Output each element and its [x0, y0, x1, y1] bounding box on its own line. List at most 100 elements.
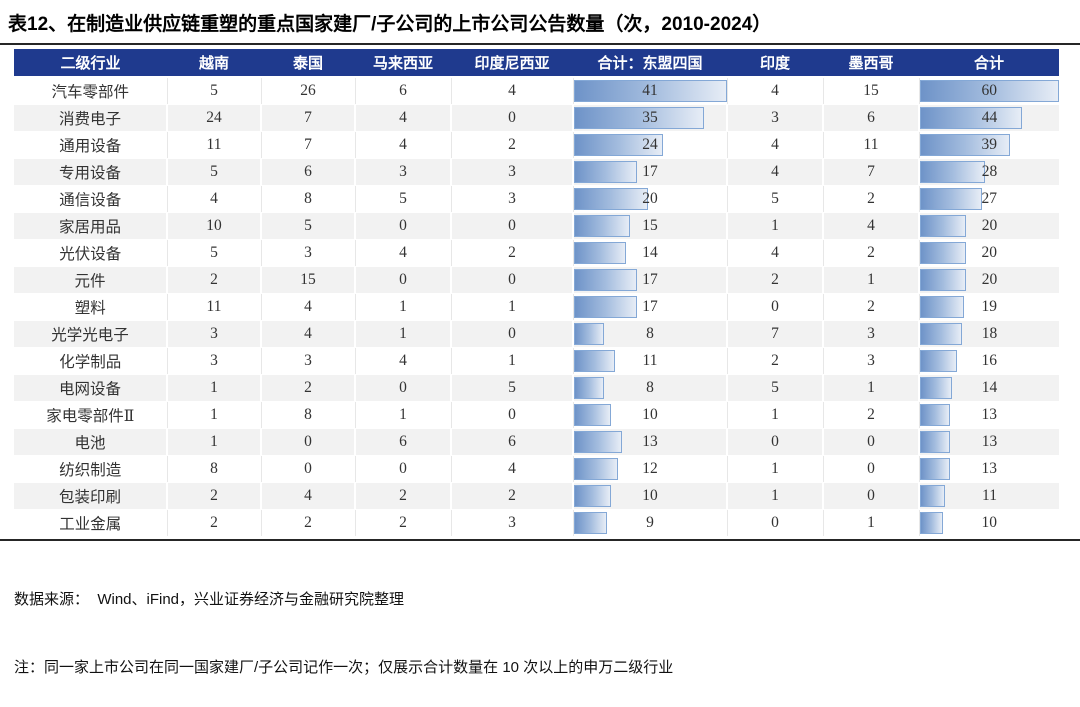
table-row: 电网设备 1 2 0 5 8 5 1 14 — [14, 374, 1059, 402]
bar-value-label: 35 — [642, 108, 658, 126]
value-cell: 0 — [355, 266, 452, 294]
page-title: 表12、在制造业供应链重塑的重点国家建厂/子公司的上市公司公告数量（次，2010… — [8, 14, 772, 35]
total-bar — [574, 322, 604, 345]
table-row: 化学制品 3 3 4 1 11 2 3 16 — [14, 347, 1059, 375]
total-bar-cell: 44 — [919, 104, 1059, 132]
value-cell: 3 — [355, 158, 452, 186]
value-cell: 1 — [823, 266, 920, 294]
total-bar — [919, 241, 966, 264]
value-cell: 4 — [355, 131, 452, 159]
bar-value-label: 13 — [981, 405, 998, 423]
value-cell: 10 — [167, 212, 262, 240]
industry-cell: 光学光电子 — [14, 320, 168, 348]
bar-value-label: 10 — [642, 486, 658, 504]
total-bar-cell: 17 — [573, 158, 728, 186]
total-bar — [920, 106, 1022, 129]
bar-value-label: 11 — [982, 486, 997, 504]
value-cell: 5 — [727, 185, 824, 213]
value-cell: 4 — [727, 239, 824, 267]
total-bar-cell: 14 — [573, 239, 728, 267]
title-rule — [0, 43, 1080, 45]
total-bar — [573, 349, 615, 372]
total-bar-cell: 13 — [919, 401, 1059, 429]
value-cell: 0 — [727, 293, 824, 321]
total-bar-cell: 24 — [573, 131, 728, 159]
bar-value-label: 60 — [981, 81, 998, 99]
industry-cell: 专用设备 — [14, 158, 168, 186]
value-cell: 0 — [823, 482, 920, 510]
value-cell: 1 — [355, 401, 452, 429]
total-bar-cell: 17 — [573, 266, 728, 294]
value-cell: 1 — [167, 401, 262, 429]
total-bar-cell: 10 — [573, 401, 728, 429]
total-bar — [919, 457, 950, 480]
value-cell: 5 — [355, 185, 452, 213]
total-bar-cell: 13 — [919, 455, 1059, 483]
value-cell: 2 — [167, 266, 262, 294]
table-row: 光伏设备 5 3 4 2 14 4 2 20 — [14, 239, 1059, 267]
total-bar-cell: 10 — [573, 482, 728, 510]
value-cell: 0 — [451, 212, 574, 240]
value-cell: 0 — [355, 374, 452, 402]
total-bar-cell: 8 — [573, 374, 728, 402]
table-body: 汽车零部件 5 26 6 4 41 4 15 60 消费电子 24 7 4 0 35 3 6 44 通用设备 11 7 4… — [14, 77, 1059, 537]
total-bar-cell: 15 — [573, 212, 728, 240]
total-bar — [919, 295, 964, 318]
value-cell: 1 — [727, 482, 824, 510]
value-cell: 1 — [451, 347, 574, 375]
total-bar — [920, 214, 967, 237]
table-row: 通信设备 4 8 5 3 20 5 2 27 — [14, 185, 1059, 213]
value-cell: 4 — [727, 131, 824, 159]
total-bar-cell: 11 — [919, 482, 1059, 510]
total-bar — [574, 106, 704, 129]
value-cell: 1 — [727, 212, 824, 240]
announcements-table: 二级行业 越南 泰国 马来西亚 印度尼西亚 合计：东盟四国 印度 墨西哥 合计 汽车零部件 5 26… — [14, 49, 1059, 537]
header-cell-6: 印度 — [727, 49, 823, 78]
value-cell: 3 — [167, 347, 262, 375]
table-row: 汽车零部件 5 26 6 4 41 4 15 60 — [14, 77, 1059, 105]
value-cell: 2 — [167, 482, 262, 510]
value-cell: 4 — [261, 320, 356, 348]
value-cell: 4 — [727, 77, 824, 105]
industry-cell: 工业金属 — [14, 509, 168, 537]
value-cell: 2 — [451, 131, 574, 159]
industry-cell: 元件 — [14, 266, 168, 294]
value-cell: 11 — [167, 293, 262, 321]
header-cell-1: 越南 — [167, 49, 261, 78]
value-cell: 0 — [451, 266, 574, 294]
value-cell: 24 — [167, 104, 262, 132]
table-footer: 数据来源： Wind、iFind，兴业证券经济与金融研究院整理 注：同一家上市公… — [14, 554, 1080, 707]
table-row: 电池 1 0 6 6 13 0 0 13 — [14, 428, 1059, 456]
total-bar — [920, 322, 962, 345]
bar-value-label: 20 — [981, 216, 998, 234]
value-cell: 11 — [823, 131, 920, 159]
total-bar-cell: 13 — [573, 428, 728, 456]
bar-value-label: 44 — [981, 108, 998, 126]
value-cell: 1 — [355, 320, 452, 348]
bar-value-label: 15 — [642, 216, 658, 234]
value-cell: 2 — [823, 239, 920, 267]
total-bar — [919, 403, 950, 426]
value-cell: 2 — [823, 401, 920, 429]
total-bar — [919, 80, 1059, 102]
value-cell: 2 — [167, 509, 262, 537]
table-row: 纺织制造 8 0 0 4 12 1 0 13 — [14, 455, 1059, 483]
value-cell: 0 — [261, 455, 356, 483]
value-cell: 4 — [167, 185, 262, 213]
value-cell: 8 — [261, 401, 356, 429]
total-bar-cell: 39 — [919, 131, 1059, 159]
value-cell: 0 — [823, 428, 920, 456]
total-bar-cell: 60 — [919, 77, 1059, 105]
bar-value-label: 9 — [646, 513, 654, 531]
total-bar — [573, 187, 649, 210]
bottom-rule — [0, 538, 1080, 541]
total-bar — [574, 214, 630, 237]
table-row: 元件 2 15 0 0 17 2 1 20 — [14, 266, 1059, 294]
value-cell: 6 — [261, 158, 356, 186]
table-header-row: 二级行业 越南 泰国 马来西亚 印度尼西亚 合计：东盟四国 印度 墨西哥 合计 — [14, 49, 1059, 78]
total-bar — [920, 376, 953, 399]
value-cell: 8 — [167, 455, 262, 483]
value-cell: 2 — [451, 239, 574, 267]
value-cell: 6 — [355, 428, 452, 456]
total-bar — [920, 484, 946, 507]
